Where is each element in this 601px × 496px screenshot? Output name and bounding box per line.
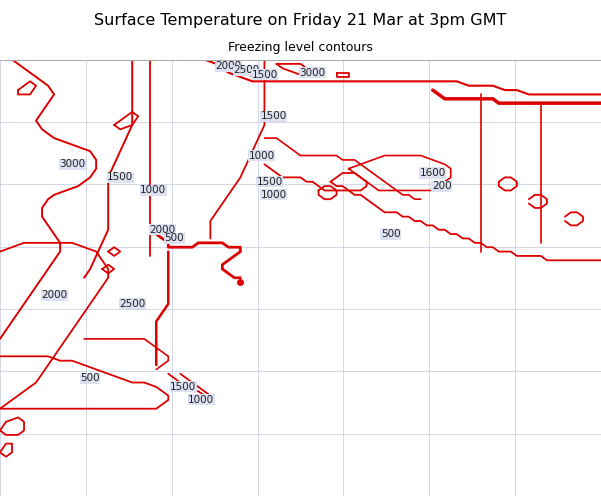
Text: 500: 500 <box>81 373 100 383</box>
Text: 1500: 1500 <box>260 111 287 121</box>
Text: Surface Temperature on Friday 21 Mar at 3pm GMT: Surface Temperature on Friday 21 Mar at … <box>94 13 507 28</box>
Text: 200: 200 <box>432 181 451 191</box>
Text: 2000: 2000 <box>41 290 67 300</box>
Text: 500: 500 <box>165 234 184 244</box>
Text: 3000: 3000 <box>59 159 85 169</box>
Text: 2000: 2000 <box>215 61 242 71</box>
Text: 1500: 1500 <box>107 173 133 183</box>
Text: 1500: 1500 <box>257 177 283 186</box>
Text: 1000: 1000 <box>248 151 275 161</box>
Text: 2000: 2000 <box>149 225 175 235</box>
Text: 1500: 1500 <box>251 70 278 80</box>
Text: 1000: 1000 <box>188 395 215 405</box>
Text: 2500: 2500 <box>119 299 145 309</box>
Text: 2500: 2500 <box>233 65 260 75</box>
Text: Freezing level contours: Freezing level contours <box>228 41 373 54</box>
Text: 500: 500 <box>381 229 400 239</box>
Text: 1000: 1000 <box>260 190 287 200</box>
Text: 1000: 1000 <box>140 186 166 195</box>
Text: 1500: 1500 <box>170 382 197 392</box>
Text: 3000: 3000 <box>299 67 326 77</box>
Text: 1600: 1600 <box>419 168 446 178</box>
